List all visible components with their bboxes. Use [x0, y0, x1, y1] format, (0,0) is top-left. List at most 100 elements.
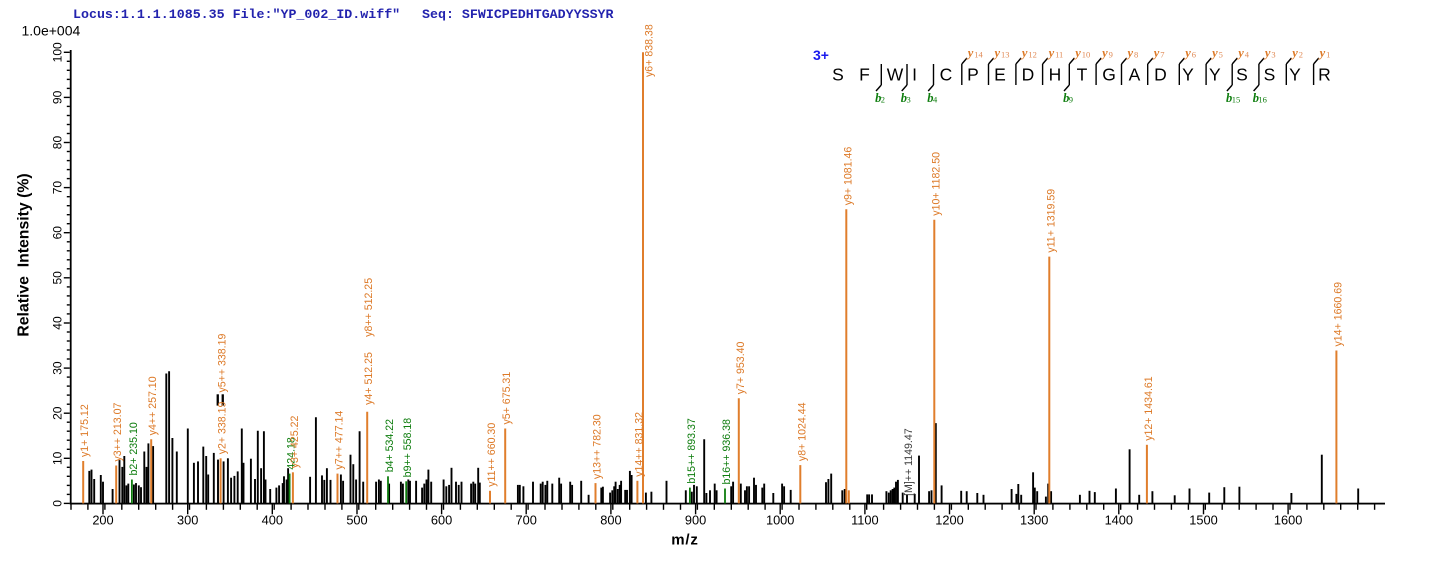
- svg-text:A: A: [1129, 65, 1141, 85]
- svg-text:2: 2: [881, 95, 885, 105]
- svg-text:1.0e+004: 1.0e+004: [22, 23, 81, 39]
- svg-text:1600: 1600: [1274, 513, 1302, 528]
- svg-text:y: y: [966, 46, 974, 60]
- svg-text:900: 900: [685, 513, 706, 528]
- svg-text:b: b: [927, 91, 933, 105]
- svg-text:R: R: [1318, 65, 1331, 85]
- svg-text:1: 1: [1326, 50, 1330, 60]
- svg-text:P: P: [967, 65, 979, 85]
- svg-text:11: 11: [1055, 50, 1063, 60]
- svg-text:1500: 1500: [1189, 513, 1217, 528]
- svg-text:y: y: [1318, 46, 1326, 60]
- svg-text:12: 12: [1028, 50, 1037, 60]
- svg-text:10: 10: [1082, 50, 1091, 60]
- svg-text:y8+ 1024.44: y8+ 1024.44: [796, 402, 808, 461]
- svg-text:T: T: [1077, 65, 1088, 85]
- svg-text:1400: 1400: [1105, 513, 1133, 528]
- svg-text:1100: 1100: [851, 513, 879, 528]
- svg-text:y: y: [1152, 46, 1160, 60]
- svg-text:300: 300: [177, 513, 198, 528]
- svg-text:Locus:1.1.1.1085.35 File:"YP_0: Locus:1.1.1.1085.35 File:"YP_002_ID.wiff…: [73, 7, 400, 22]
- svg-text:b: b: [875, 91, 881, 105]
- svg-text:y7++ 477.14: y7++ 477.14: [334, 411, 346, 470]
- svg-text:y14++ 831.32: y14++ 831.32: [633, 412, 645, 477]
- svg-text:0: 0: [51, 500, 65, 507]
- svg-text:3: 3: [907, 95, 911, 105]
- svg-text:Relative Intensity (%): Relative Intensity (%): [16, 173, 33, 336]
- svg-text:y: y: [1236, 46, 1244, 60]
- svg-text:1000: 1000: [766, 513, 794, 528]
- svg-text:80: 80: [51, 136, 65, 150]
- svg-text:y: y: [1183, 46, 1191, 60]
- svg-text:y11++ 660.30: y11++ 660.30: [486, 423, 498, 487]
- svg-text:y4++ 257.10: y4++ 257.10: [147, 376, 159, 435]
- svg-text:13: 13: [1001, 50, 1010, 60]
- svg-text:y9+ 1081.46: y9+ 1081.46: [842, 147, 854, 206]
- svg-text:400: 400: [262, 513, 283, 528]
- svg-text:m/z: m/z: [671, 532, 698, 549]
- svg-text:D: D: [1154, 65, 1167, 85]
- svg-text:S: S: [1264, 65, 1276, 85]
- svg-text:y2+ 338.19: y2+ 338.19: [217, 401, 229, 454]
- svg-text:H: H: [1049, 65, 1062, 85]
- svg-text:Y: Y: [1289, 65, 1301, 85]
- svg-text:8: 8: [1134, 50, 1138, 60]
- svg-text:600: 600: [431, 513, 452, 528]
- svg-text:y5+ 675.31: y5+ 675.31: [501, 372, 513, 425]
- svg-text:200: 200: [92, 513, 113, 528]
- svg-text:S: S: [1236, 65, 1248, 85]
- svg-text:10: 10: [51, 451, 65, 465]
- svg-text:y13++ 782.30: y13++ 782.30: [592, 414, 604, 479]
- svg-text:y4+ 512.25: y4+ 512.25: [363, 352, 375, 405]
- svg-text:3+: 3+: [813, 47, 829, 63]
- svg-text:y: y: [1047, 46, 1055, 60]
- svg-text:y7+ 953.40: y7+ 953.40: [735, 341, 747, 394]
- svg-text:y6+ 838.38: y6+ 838.38: [644, 24, 656, 77]
- svg-text:424.18: 424.18: [286, 437, 298, 470]
- svg-text:S: S: [832, 65, 844, 85]
- svg-text:b16++ 936.38: b16++ 936.38: [721, 419, 733, 485]
- svg-text:y5++ 338.19: y5++ 338.19: [217, 333, 229, 392]
- svg-text:b2+ 235.10: b2+ 235.10: [128, 422, 140, 475]
- svg-text:W: W: [887, 65, 904, 85]
- svg-text:y: y: [1210, 46, 1218, 60]
- svg-text:6: 6: [1192, 50, 1196, 60]
- svg-text:b: b: [1063, 91, 1069, 105]
- svg-text:3: 3: [1271, 50, 1275, 60]
- svg-text:500: 500: [346, 513, 367, 528]
- svg-text:b: b: [1253, 91, 1259, 105]
- svg-text:50: 50: [51, 271, 65, 285]
- svg-text:b4+ 534.22: b4+ 534.22: [384, 419, 396, 472]
- svg-text:y: y: [1290, 46, 1298, 60]
- svg-text:y10+ 1182.50: y10+ 1182.50: [930, 152, 942, 216]
- svg-text:y1+ 175.12: y1+ 175.12: [79, 404, 91, 457]
- svg-text:y3++ 213.07: y3++ 213.07: [112, 402, 124, 461]
- svg-text:100: 100: [51, 42, 65, 62]
- svg-text:Y: Y: [1182, 65, 1194, 85]
- svg-text:D: D: [1022, 65, 1035, 85]
- svg-text:G: G: [1102, 65, 1116, 85]
- svg-text:30: 30: [51, 361, 65, 375]
- svg-text:y11+ 1319.59: y11+ 1319.59: [1045, 189, 1057, 253]
- svg-text:b: b: [1226, 91, 1232, 105]
- svg-text:40: 40: [51, 316, 65, 330]
- svg-text:y12+ 1434.61: y12+ 1434.61: [1143, 376, 1155, 441]
- svg-text:2: 2: [1299, 50, 1303, 60]
- svg-text:b: b: [901, 91, 907, 105]
- svg-text:y8++ 512.25: y8++ 512.25: [363, 278, 375, 337]
- svg-text:E: E: [994, 65, 1006, 85]
- svg-text:20: 20: [51, 406, 65, 420]
- svg-text:1300: 1300: [1020, 513, 1048, 528]
- svg-text:90: 90: [51, 90, 65, 104]
- svg-text:800: 800: [600, 513, 621, 528]
- svg-text:y: y: [993, 46, 1001, 60]
- svg-text:7: 7: [1160, 50, 1164, 60]
- svg-text:b9++ 558.18: b9++ 558.18: [402, 418, 414, 478]
- svg-text:Y: Y: [1209, 65, 1221, 85]
- svg-text:4: 4: [1245, 50, 1250, 60]
- svg-text:y: y: [1073, 46, 1081, 60]
- svg-text:15: 15: [1232, 95, 1241, 105]
- svg-text:[M]++ 1149.47: [M]++ 1149.47: [903, 428, 915, 496]
- svg-text:Seq: SFWICPEDHTGADYYSSYR: Seq: SFWICPEDHTGADYYSSYR: [422, 7, 614, 22]
- svg-text:9: 9: [1109, 50, 1113, 60]
